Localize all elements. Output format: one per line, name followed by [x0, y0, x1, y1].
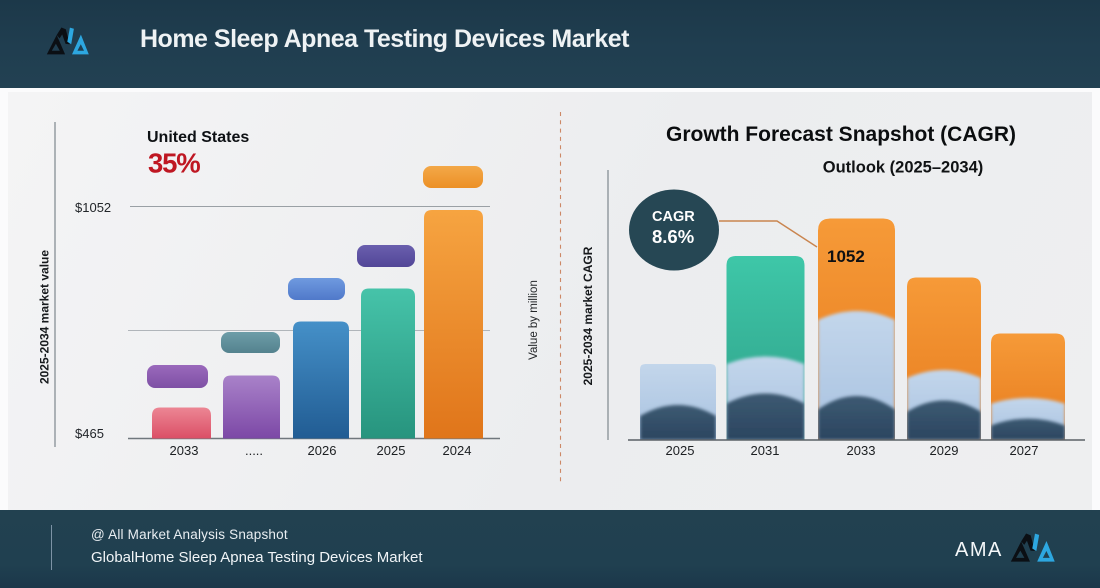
- svg-text:.....: .....: [245, 443, 263, 458]
- svg-text:2026: 2026: [308, 443, 337, 458]
- svg-text:2029: 2029: [930, 443, 959, 458]
- svg-text:2027: 2027: [1010, 443, 1039, 458]
- svg-text:2025-2034 market value: 2025-2034 market value: [38, 250, 52, 384]
- svg-text:35%: 35%: [148, 148, 200, 179]
- svg-text:2025: 2025: [666, 443, 695, 458]
- svg-text:2033: 2033: [847, 443, 876, 458]
- svg-text:1052: 1052: [827, 247, 865, 266]
- svg-text:United States: United States: [147, 129, 249, 146]
- svg-text:$1052: $1052: [75, 200, 111, 215]
- svg-text:2025-2034 market CAGR: 2025-2034 market CAGR: [581, 246, 595, 385]
- svg-text:Growth Forecast Snapshot (CAGR: Growth Forecast Snapshot (CAGR): [666, 123, 1016, 146]
- svg-text:CAGR: CAGR: [652, 209, 695, 225]
- svg-text:2024: 2024: [443, 443, 472, 458]
- svg-text:2025: 2025: [377, 443, 406, 458]
- svg-text:8.6%: 8.6%: [652, 226, 694, 247]
- svg-text:Value by million: Value by million: [528, 280, 540, 360]
- svg-text:Outlook (2025–2034): Outlook (2025–2034): [823, 159, 984, 177]
- svg-text:2031: 2031: [751, 443, 780, 458]
- svg-text:2033: 2033: [170, 443, 199, 458]
- svg-text:$465: $465: [75, 426, 104, 441]
